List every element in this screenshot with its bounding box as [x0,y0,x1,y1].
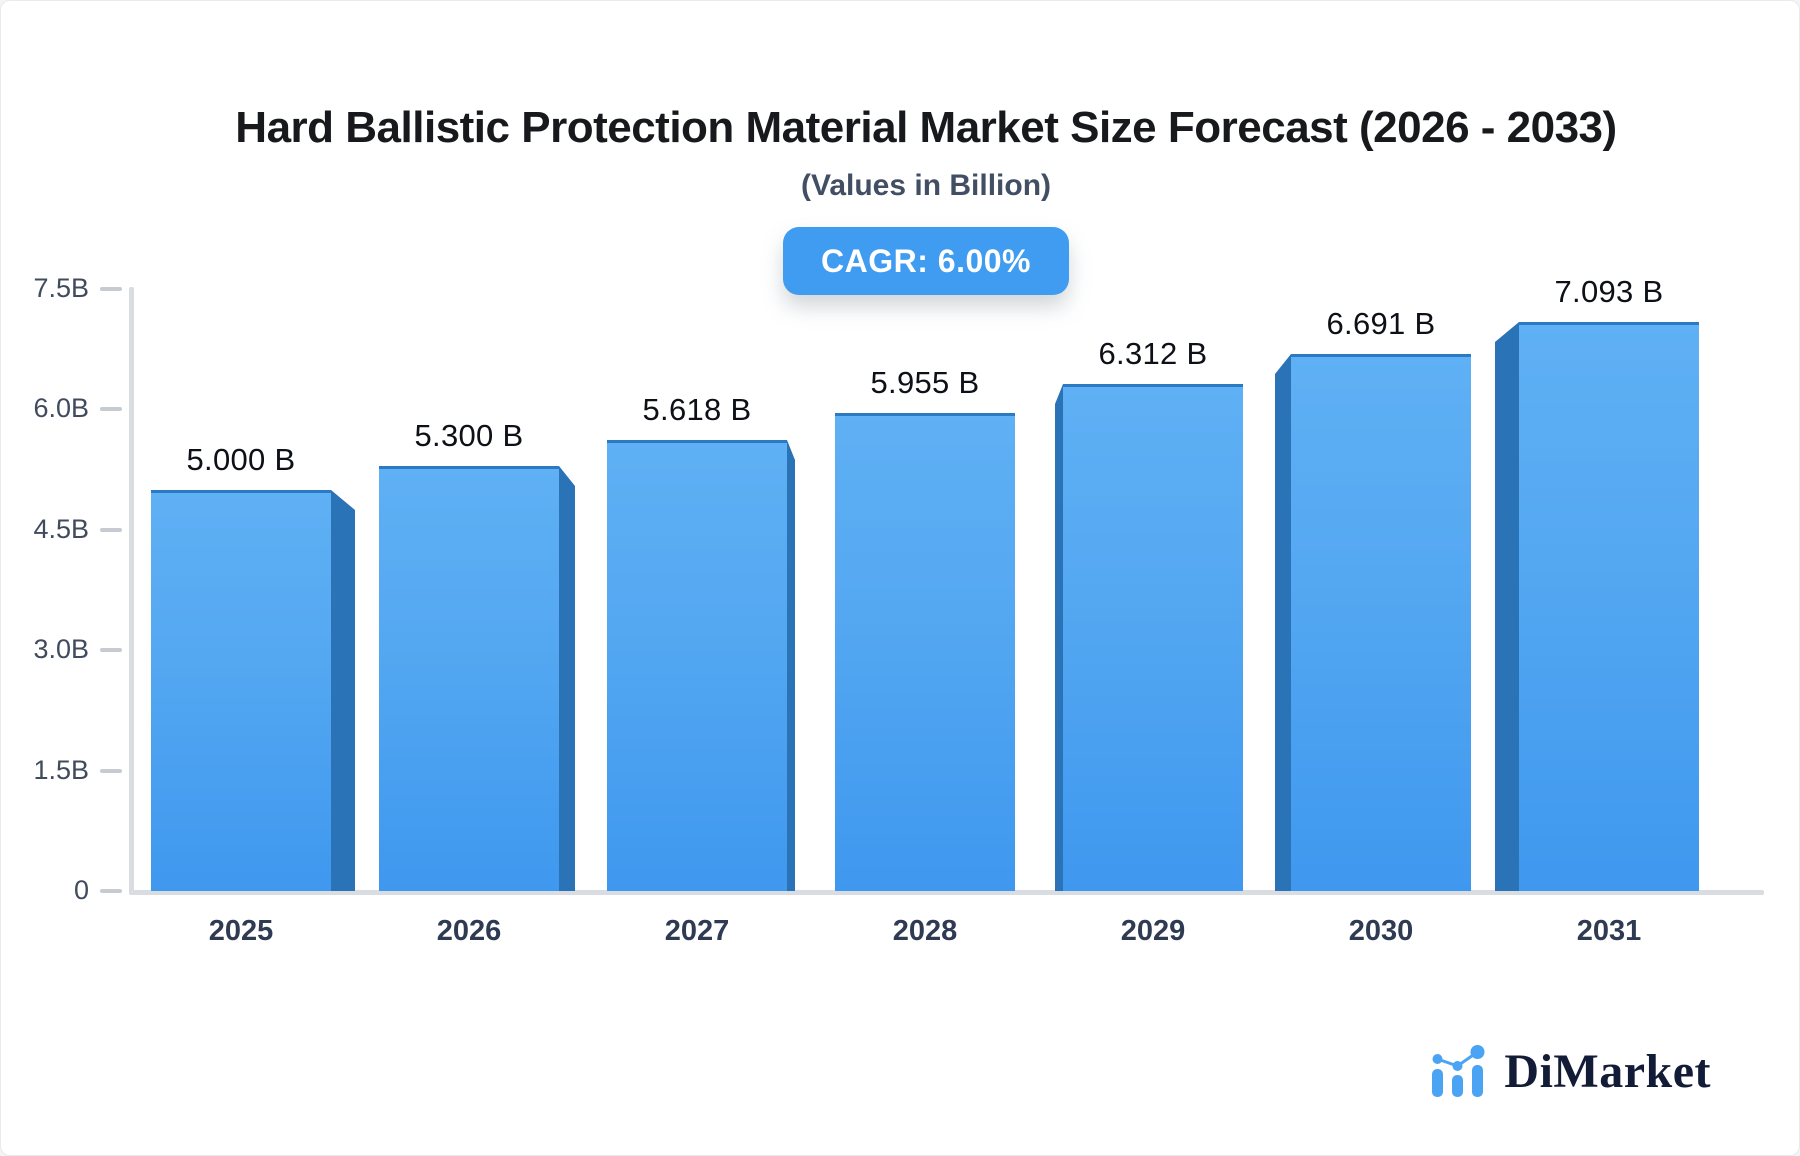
x-tick-label-2025: 2025 [208,915,274,947]
x-tick-label-2030: 2030 [1348,915,1414,947]
y-tick-dash [100,768,122,773]
bar-side-2030 [1275,354,1291,891]
chart-header: Hard Ballistic Protection Material Marke… [51,103,1799,295]
page-title: Hard Ballistic Protection Material Marke… [235,103,1617,152]
bar-side-2026 [559,466,575,891]
dimarket-logo: DiMarket [1426,1039,1711,1103]
bar-value-label: 6.691 B [1326,306,1436,341]
y-tick-dash [100,527,122,532]
cagr-badge: CAGR: 6.00% [783,227,1069,295]
bar-value-label: 7.093 B [1554,274,1664,309]
bar-value-label: 5.955 B [870,365,980,400]
y-tick-label: 4.5B [33,513,89,544]
bar-value-label: 5.300 B [414,418,524,453]
y-tick-label: 0 [73,875,89,905]
bar-value-label: 5.618 B [642,392,752,427]
bar-2027 [607,440,787,891]
bar-side-2025 [331,490,355,891]
y-tick-dash [100,648,122,653]
y-tick-dash [100,407,122,412]
bar-2030 [1291,354,1471,891]
bar-side-2031 [1495,322,1519,891]
bar-value-label: 5.000 B [186,442,296,477]
logo-text: DiMarket [1504,1044,1711,1098]
bar-side-2029 [1055,384,1063,891]
y-tick-label: 3.0B [33,634,89,665]
bar-chart-logo-icon [1432,1045,1485,1097]
x-axis-line [129,890,1764,895]
y-tick-label: 1.5B [33,754,89,785]
cagr-badge-label: CAGR: 6.00% [821,243,1031,279]
bar-2031 [1519,322,1699,891]
bar-2026 [379,466,559,891]
x-tick-label-2031: 2031 [1576,915,1642,947]
y-axis-line [129,287,134,895]
bar-side-2027 [787,440,795,891]
bar-2029 [1063,384,1243,891]
y-tick-dash [100,287,122,291]
chart-subtitle: (Values in Billion) [800,169,1052,202]
y-tick-dash [100,889,122,893]
x-tick-label-2027: 2027 [664,915,730,947]
bar-value-label: 6.312 B [1098,336,1208,371]
bar-2028 [835,413,1015,891]
y-tick-label: 7.5B [33,273,89,303]
x-tick-label-2029: 2029 [1120,915,1186,947]
y-tick-label: 6.0B [33,393,89,424]
x-tick-label-2026: 2026 [436,915,502,947]
bar-2025 [151,490,331,891]
x-tick-label-2028: 2028 [892,915,958,947]
